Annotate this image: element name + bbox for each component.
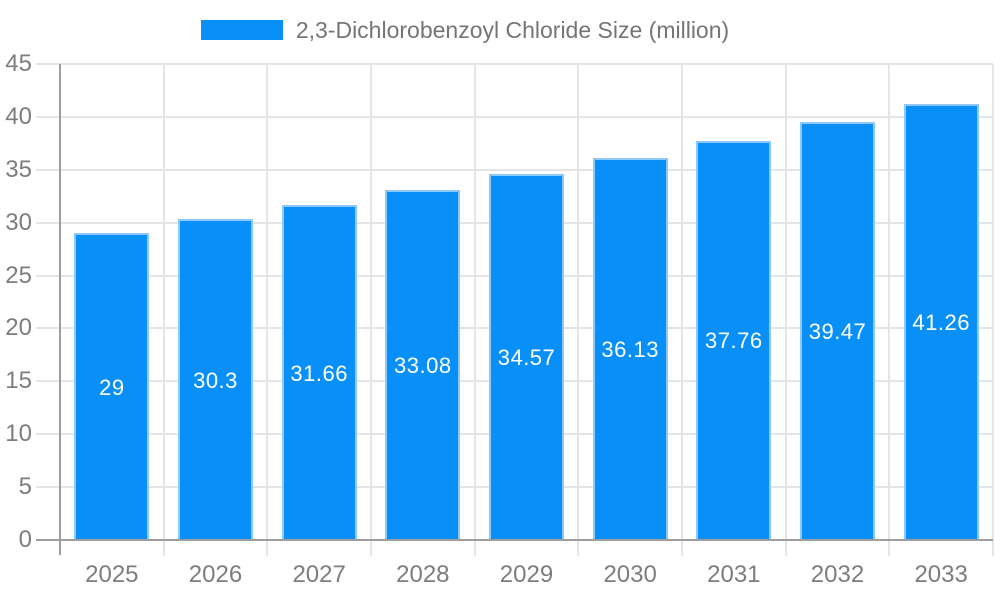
bar-2027[interactable]: 31.66: [281, 205, 357, 540]
x-axis-tick-label: 2030: [603, 561, 657, 588]
y-axis-tick-label: 5: [18, 473, 32, 501]
gridline-vertical: [577, 64, 580, 556]
gridline-horizontal: [36, 63, 993, 65]
x-axis-tick-label: 2031: [707, 561, 761, 588]
bar-value-label: 29: [99, 374, 125, 400]
x-axis-tick-label: 2029: [499, 561, 554, 588]
bar-2025[interactable]: 29: [74, 233, 150, 540]
y-axis-tick-label: 20: [5, 314, 32, 342]
bar-value-label: 30.3: [193, 367, 238, 393]
x-axis-tick-label: 2033: [914, 561, 968, 588]
gridline-vertical: [473, 64, 476, 556]
gridline-vertical: [266, 64, 269, 556]
y-axis-tick-label: 15: [5, 367, 32, 395]
plot-area: 0 5 10 15 20 25 30 35 40 45 29 2025 30.3 2026 31.66 202…: [5, 50, 994, 588]
gridline-vertical: [992, 64, 994, 556]
bar-2031[interactable]: 37.76: [696, 140, 772, 540]
gridline-vertical: [681, 64, 683, 556]
bar-value-label: 34.57: [497, 345, 556, 371]
bar-value-label: 37.76: [705, 328, 763, 354]
x-axis-tick-label: 2028: [396, 561, 450, 588]
x-axis-tick-label: 2027: [292, 561, 346, 588]
chart-legend[interactable]: 2,3-Dichlorobenzoyl Chloride Size (milli…: [0, 16, 965, 44]
x-axis-tick-label: 2025: [85, 561, 139, 588]
x-axis-line: [36, 539, 993, 541]
legend-label: 2,3-Dichlorobenzoyl Chloride Size (milli…: [295, 17, 730, 43]
y-axis-line: [59, 64, 61, 555]
bar-value-label: 39.47: [808, 319, 867, 345]
bar-2026[interactable]: 30.3: [178, 219, 253, 540]
bar-2032[interactable]: 39.47: [800, 122, 875, 540]
bar-2030[interactable]: 36.13: [592, 157, 668, 540]
gridline-vertical: [370, 64, 372, 556]
gridline-horizontal: [36, 168, 993, 171]
bar-value-label: 31.66: [290, 360, 348, 386]
bar-value-label: 36.13: [601, 336, 659, 362]
y-axis-tick-label: 35: [5, 155, 32, 183]
y-axis-tick-label: 30: [5, 208, 32, 236]
gridline-vertical: [784, 64, 787, 556]
gridline-vertical: [162, 64, 165, 556]
bar-2033[interactable]: 41.26: [903, 103, 979, 540]
bar-2028[interactable]: 33.08: [385, 190, 461, 540]
y-axis-tick-label: 45: [5, 50, 32, 77]
bar-value-label: 41.26: [912, 309, 970, 335]
y-axis-tick-label: 0: [18, 526, 32, 553]
gridline-horizontal: [36, 115, 993, 118]
bar-value-label: 33.08: [394, 353, 452, 379]
y-axis-tick-label: 25: [5, 261, 32, 289]
bar-2029[interactable]: 34.57: [489, 174, 564, 540]
x-axis-tick-label: 2032: [810, 561, 865, 588]
y-axis-tick-label: 10: [5, 420, 32, 448]
legend-swatch-icon: [200, 20, 283, 40]
y-axis-tick-label: 40: [5, 102, 32, 130]
x-axis-tick-label: 2026: [188, 561, 243, 588]
gridline-vertical: [888, 64, 891, 556]
